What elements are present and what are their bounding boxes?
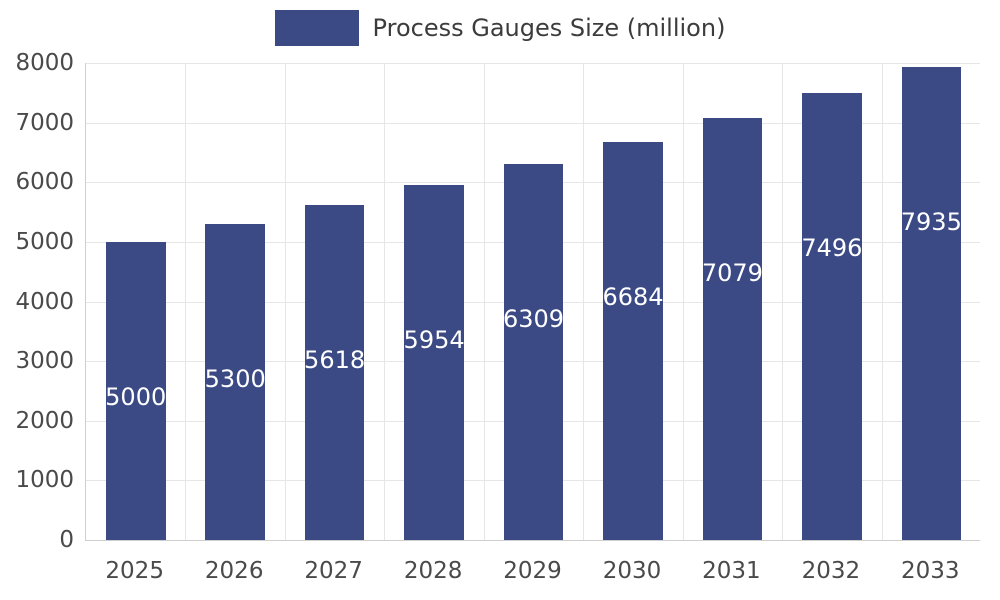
y-tick-label: 6000 [15,169,74,196]
y-tick-label: 2000 [15,407,74,434]
y-tick-label: 3000 [15,348,74,375]
x-axis-line [85,540,980,541]
bar-2029[interactable] [503,163,564,540]
bar-value-label-2025: 5000 [105,383,167,411]
y-tick-label: 8000 [15,50,74,76]
gridline-vertical [185,63,187,540]
gridline-vertical [483,63,485,540]
gridline-vertical [284,63,286,540]
gridline-vertical [782,63,784,540]
gridline-vertical [881,63,883,540]
bar-value-label-2030: 6684 [602,283,664,311]
chart-legend: Process Gauges Size (million) [0,10,1000,46]
y-tick-label: 0 [59,527,74,553]
bar-2031[interactable] [702,118,763,540]
bar-2025[interactable] [105,241,166,540]
bar-2030[interactable] [603,141,663,540]
bar-value-label-2027: 5618 [304,346,366,374]
bar-value-label-2026: 5300 [204,365,266,393]
y-tick-label: 7000 [15,109,74,136]
y-tick-label: 1000 [15,467,74,494]
legend-swatch-process-gauges-size [274,10,359,46]
x-tick-label-2033: 2033 [901,558,960,584]
x-tick-label-2032: 2032 [801,558,861,584]
gridline-horizontal [86,122,980,124]
y-axis-tick-labels: 8000 7000 6000 5000 4000 3000 2000 1000 … [0,50,74,553]
y-tick-label: 5000 [15,228,74,255]
x-tick-label-2027: 2027 [304,558,363,584]
bar-2026[interactable] [205,224,265,540]
x-tick-label-2031: 2031 [702,558,761,584]
x-axis-tick-labels: 2025 2026 2027 2028 2029 2030 2031 2032 … [85,548,980,588]
x-tick-label-2028: 2028 [403,558,463,584]
x-tick-label-2030: 2030 [602,558,662,584]
bar-2033[interactable] [901,67,962,540]
bar-value-label-2032: 7496 [801,234,863,262]
gridline-vertical [583,63,585,540]
bar-value-label-2028: 5954 [403,326,465,354]
x-tick-label-2025: 2025 [105,558,164,584]
plot-area: 5000 5300 5618 5954 6309 6684 7079 7496 … [85,63,980,540]
x-tick-label-2026: 2026 [204,558,264,584]
bar-2027[interactable] [304,205,365,540]
x-tick-label-2029: 2029 [503,558,562,584]
bar-2028[interactable] [404,185,464,540]
legend-label-process-gauges-size: Process Gauges Size (million) [372,14,726,42]
bar-2032[interactable] [802,93,862,540]
y-tick-label: 4000 [15,288,74,315]
bar-value-label-2029: 6309 [502,305,565,333]
gridline-horizontal [86,63,980,64]
gridline-vertical [384,63,386,540]
bar-value-label-2033: 7935 [900,208,962,236]
bar-value-label-2031: 7079 [701,259,763,287]
gridline-vertical [682,63,684,540]
